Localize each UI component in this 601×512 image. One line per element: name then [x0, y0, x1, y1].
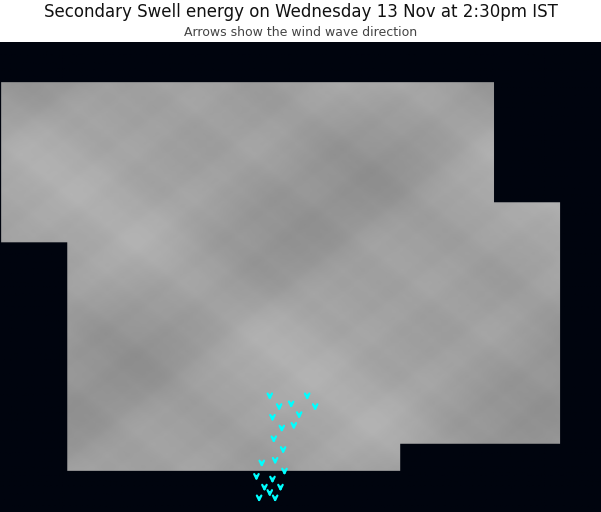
Text: Secondary Swell energy on Wednesday 13 Nov at 2:30pm IST: Secondary Swell energy on Wednesday 13 N… [43, 3, 558, 21]
Text: Arrows show the wind wave direction: Arrows show the wind wave direction [184, 26, 417, 39]
